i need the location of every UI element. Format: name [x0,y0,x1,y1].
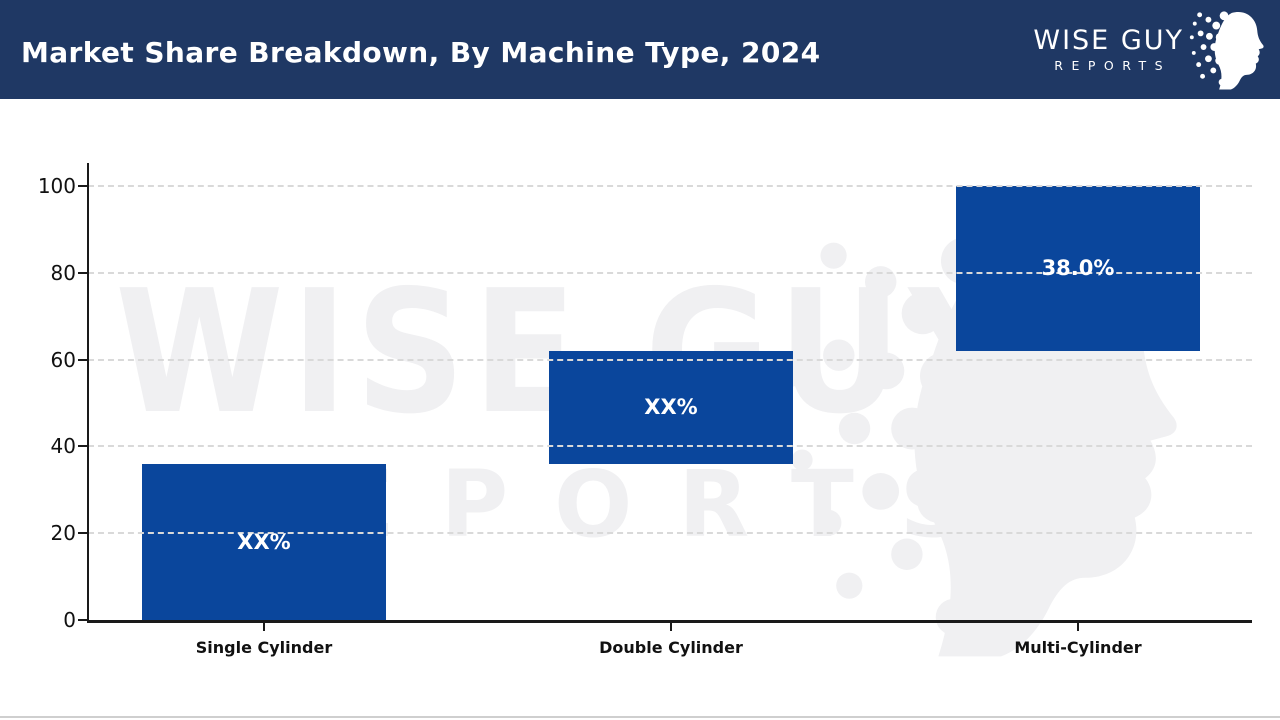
x-tick-mark [1077,623,1079,631]
y-tick-mark [78,619,87,621]
x-tick-mark [263,623,265,631]
x-category-label: Single Cylinder [195,638,333,657]
gridline [88,532,1252,535]
gridline [88,185,1252,187]
y-tick-label: 60 [50,347,76,372]
y-tick-mark [78,271,87,274]
x-tick-mark [670,623,672,631]
brand-face-icon [1189,11,1264,90]
waterfall-bar [142,463,386,620]
y-tick-mark [78,532,87,535]
waterfall-bar [549,350,793,464]
y-tick-mark [78,445,87,448]
header-band: Market Share Breakdown, By Machine Type,… [0,0,1280,99]
brand-subword: REPORTS [1054,58,1172,74]
y-tick-label: 20 [50,521,76,546]
bar-value-label: XX% [237,529,291,554]
gridline [88,271,1252,274]
brand-wordmark: WISE GUY [1033,24,1184,56]
y-axis-line [87,163,89,621]
y-tick-label: 40 [50,434,76,459]
y-tick-mark [78,185,87,187]
bar-value-label: 38.0% [1041,256,1115,281]
brand-logo: WISE GUY REPORTS [1033,8,1266,90]
bar-value-label: XX% [644,395,698,420]
y-tick-label: 0 [63,608,76,632]
y-tick-mark [78,358,87,361]
chart-title: Market Share Breakdown, By Machine Type,… [21,36,821,69]
y-tick-label: 100 [37,174,76,198]
brand-logo-text: WISE GUY REPORTS [1033,25,1184,73]
gridline [88,445,1252,448]
x-category-label: Multi-Cylinder [1014,638,1142,657]
y-tick-label: 80 [50,260,76,285]
x-axis-line [87,620,1252,623]
bottom-divider [0,716,1280,718]
x-category-label: Double Cylinder [599,638,743,657]
gridline [88,358,1252,361]
